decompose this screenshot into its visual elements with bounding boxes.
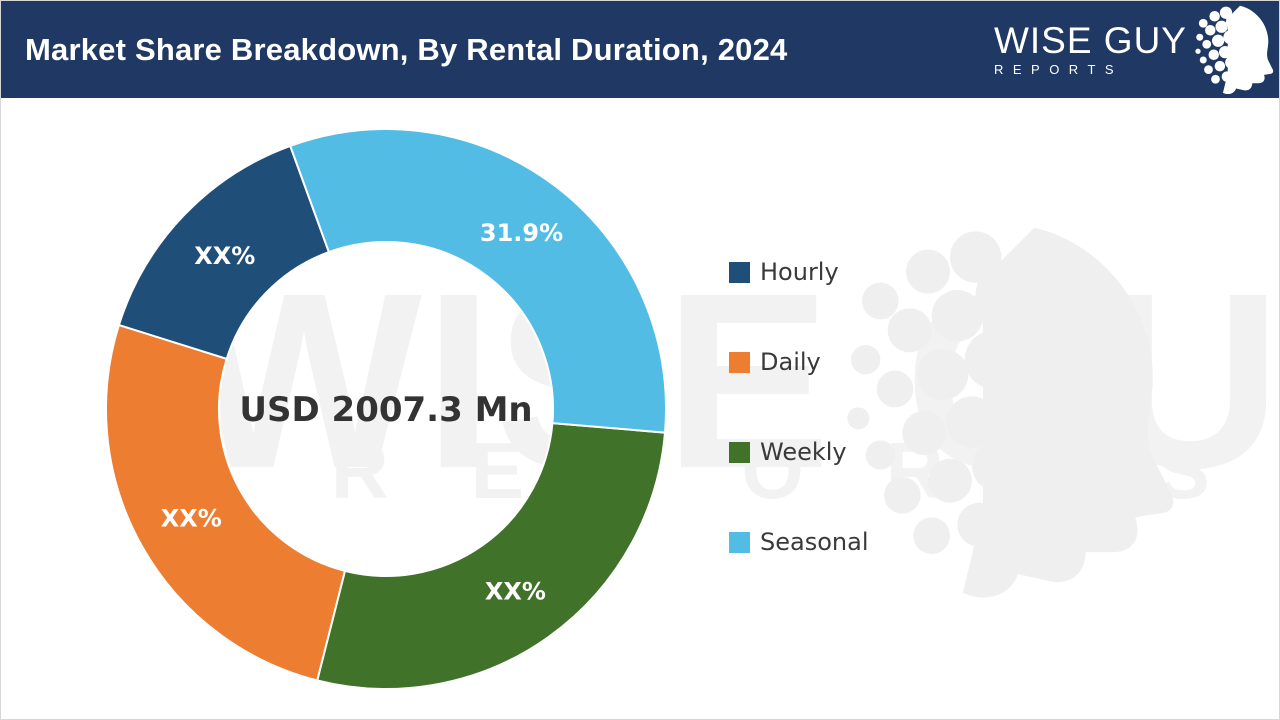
chart-legend: Hourly Daily Weekly Seasonal xyxy=(729,257,868,617)
logo-text: WISE GUY REPORTS xyxy=(993,19,1187,78)
legend-item-daily: Daily xyxy=(729,347,868,377)
legend-swatch-daily xyxy=(729,351,750,373)
legend-swatch-seasonal xyxy=(729,531,750,553)
donut-segment-daily xyxy=(105,323,347,682)
donut-segment-weekly xyxy=(316,422,667,690)
legend-swatch-weekly xyxy=(729,441,750,463)
donut-center-value: USD 2007.3 Mn xyxy=(239,390,532,430)
donut-segment-seasonal xyxy=(288,128,667,434)
wise-guy-reports-logo: WISE GUY REPORTS xyxy=(994,2,1275,97)
legend-swatch-hourly xyxy=(729,261,750,283)
segment-label-weekly: XX% xyxy=(485,578,546,606)
legend-label-weekly: Weekly xyxy=(760,438,847,466)
donut-segments xyxy=(105,128,667,690)
logo-face-icon xyxy=(1195,5,1274,95)
page-title: Market Share Breakdown, By Rental Durati… xyxy=(25,31,788,67)
header: Market Share Breakdown, By Rental Durati… xyxy=(1,1,1279,98)
segment-label-hourly: XX% xyxy=(194,242,255,270)
legend-item-hourly: Hourly xyxy=(729,257,868,287)
legend-label-hourly: Hourly xyxy=(760,258,839,286)
segment-label-daily: XX% xyxy=(161,505,222,533)
logo-reports-text: REPORTS xyxy=(993,62,1124,78)
legend-label-seasonal: Seasonal xyxy=(760,528,869,556)
legend-item-weekly: Weekly xyxy=(729,437,868,467)
segment-label-seasonal: 31.9% xyxy=(480,219,563,247)
logo-wiseguy-text: WISE GUY xyxy=(993,19,1187,61)
legend-label-daily: Daily xyxy=(760,348,821,376)
legend-item-seasonal: Seasonal xyxy=(729,527,868,557)
